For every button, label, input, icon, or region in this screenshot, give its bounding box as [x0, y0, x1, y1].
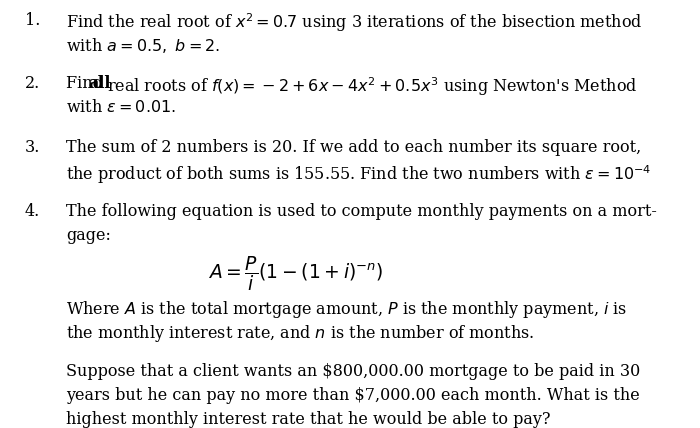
- Text: Find the real root of $x^2 = 0.7$ using 3 iterations of the bisection method: Find the real root of $x^2 = 0.7$ using …: [66, 12, 643, 34]
- Text: all: all: [89, 75, 111, 92]
- Text: 4.: 4.: [25, 202, 40, 220]
- Text: the product of both sums is 155.55. Find the two numbers with $\epsilon = 10^{-4: the product of both sums is 155.55. Find…: [66, 163, 652, 186]
- Text: Where $A$ is the total mortgage amount, $P$ is the monthly payment, $i$ is: Where $A$ is the total mortgage amount, …: [66, 299, 627, 320]
- Text: The following equation is used to compute monthly payments on a mort-: The following equation is used to comput…: [66, 202, 657, 220]
- Text: real roots of $f(x) = -2 + 6x - 4x^2 + 0.5x^3$ using Newton's Method: real roots of $f(x) = -2 + 6x - 4x^2 + 0…: [102, 75, 638, 98]
- Text: The sum of 2 numbers is 20. If we add to each number its square root,: The sum of 2 numbers is 20. If we add to…: [66, 139, 641, 156]
- Text: 1.: 1.: [25, 12, 41, 29]
- Text: 3.: 3.: [25, 139, 41, 156]
- Text: Find: Find: [66, 75, 108, 92]
- Text: with $a = 0.5,\ b = 2.$: with $a = 0.5,\ b = 2.$: [66, 36, 220, 55]
- Text: highest monthly interest rate that he would be able to pay?: highest monthly interest rate that he wo…: [66, 411, 551, 428]
- Text: Suppose that a client wants an \$800,000.00 mortgage to be paid in 30: Suppose that a client wants an \$800,000…: [66, 363, 640, 380]
- Text: with $\epsilon = 0.01.$: with $\epsilon = 0.01.$: [66, 99, 176, 116]
- Text: the monthly interest rate, and $n$ is the number of months.: the monthly interest rate, and $n$ is th…: [66, 323, 535, 344]
- Text: $A = \dfrac{P}{i}\left(1 - (1+i)^{-n}\right)$: $A = \dfrac{P}{i}\left(1 - (1+i)^{-n}\ri…: [209, 255, 384, 293]
- Text: 2.: 2.: [25, 75, 40, 92]
- Text: gage:: gage:: [66, 227, 111, 244]
- Text: years but he can pay no more than \$7,000.00 each month. What is the: years but he can pay no more than \$7,00…: [66, 387, 640, 404]
